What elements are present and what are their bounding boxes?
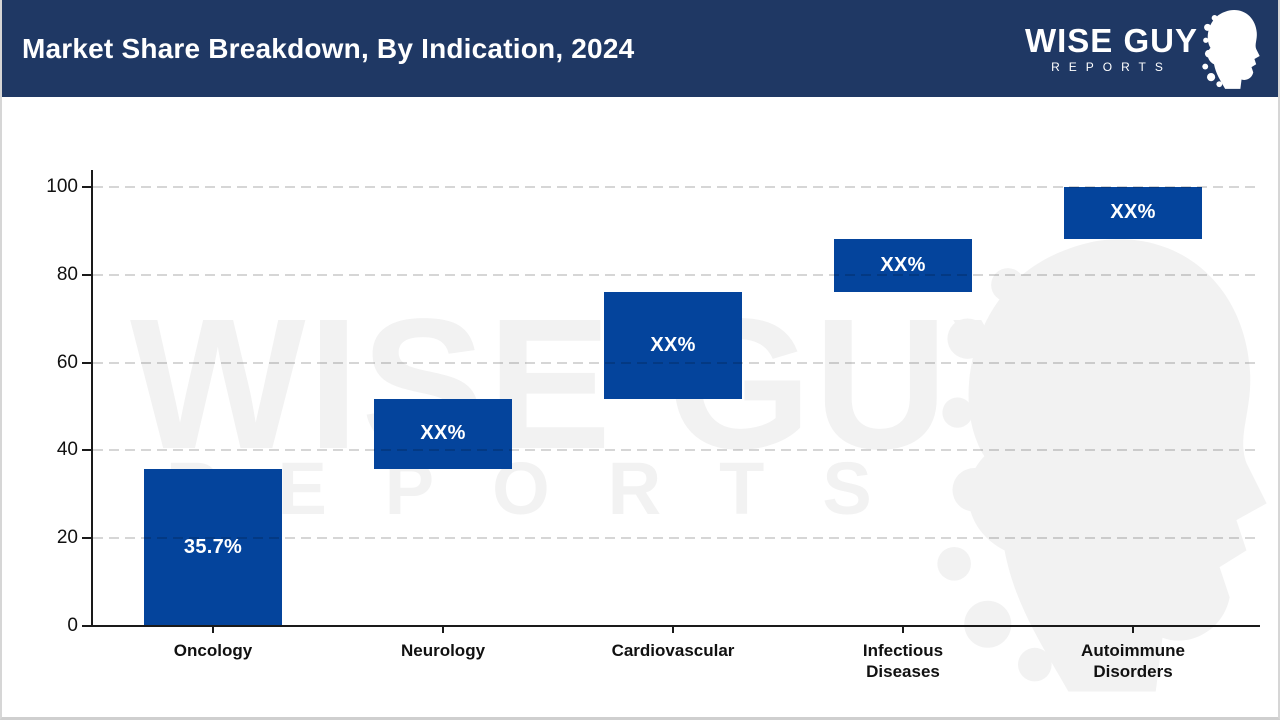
x-category-label: Infectious Diseases: [862, 641, 944, 682]
watermark-face-icon: [934, 224, 1270, 702]
grid-line: [93, 449, 1255, 452]
x-category-label: Autoimmune Disorders: [1081, 641, 1185, 682]
x-axis-tick: [902, 627, 904, 633]
bar-value-label: XX%: [650, 333, 696, 356]
watermark-wordmark: WISE GUY: [130, 281, 1077, 488]
x-axis-tick: [212, 627, 214, 633]
logo-face-icon: [1200, 8, 1262, 90]
page-title: Market Share Breakdown, By Indication, 2…: [22, 32, 635, 64]
bar: XX%: [374, 398, 512, 470]
y-axis-tick-label: 20: [56, 527, 78, 549]
y-axis-tick: [82, 625, 91, 627]
grid-line: [93, 537, 1255, 540]
x-category-label: Neurology: [400, 641, 486, 660]
wise-guy-logo: WISE GUY REPORTS: [1025, 8, 1262, 90]
y-axis-tick: [82, 273, 91, 276]
watermark-subtitle: REPORTS: [166, 447, 930, 530]
bar: XX%: [1064, 187, 1202, 239]
bar-value-label: XX%: [420, 422, 466, 445]
grid-line: [93, 361, 1255, 364]
logo-text: WISE GUY REPORTS: [1025, 24, 1198, 73]
y-axis-tick-label: 100: [46, 176, 78, 197]
y-axis-tick: [82, 537, 91, 540]
x-axis-line: [90, 625, 1260, 627]
grid-line: [93, 186, 1255, 188]
logo-subtitle: REPORTS: [1051, 60, 1172, 74]
x-axis-tick: [442, 627, 444, 633]
y-axis-tick-label: 40: [56, 439, 78, 461]
y-axis-tick: [82, 361, 91, 364]
logo-wordmark: WISE GUY: [1024, 22, 1198, 59]
x-axis-tick: [672, 627, 674, 633]
bar: XX%: [834, 238, 972, 292]
bar: 35.7%: [144, 469, 282, 626]
header-bar: Market Share Breakdown, By Indication, 2…: [2, 0, 1278, 97]
x-category-label: Cardiovascular: [611, 641, 735, 660]
bar: XX%: [604, 291, 742, 399]
y-axis-tick: [82, 186, 91, 188]
y-axis-tick-label: 80: [56, 263, 78, 285]
x-axis-tick: [1132, 627, 1134, 633]
bar-value-label: XX%: [880, 253, 926, 276]
grid-line: [93, 273, 1255, 276]
y-axis-tick: [82, 449, 91, 452]
y-axis-tick-label: 0: [67, 615, 78, 636]
y-axis-tick-label: 60: [56, 351, 78, 373]
bar-value-label: XX%: [1110, 201, 1156, 224]
y-axis-line: [91, 170, 93, 627]
bar-value-label: 35.7%: [183, 536, 243, 559]
x-category-label: Oncology: [173, 641, 253, 660]
